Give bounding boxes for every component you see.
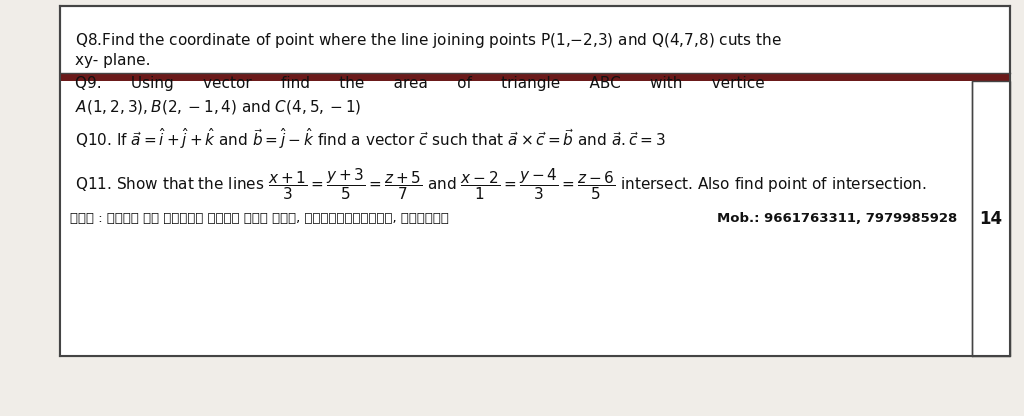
Text: Q9.      Using      vector      find      the      area      of      triangle   : Q9. Using vector find the area of triang… xyxy=(75,76,765,91)
Bar xyxy=(972,81,1010,356)
Text: 14: 14 xyxy=(979,210,1002,228)
Bar xyxy=(60,81,1010,356)
Text: xy- plane.: xy- plane. xyxy=(75,53,151,68)
Text: Mob.: 9661763311, 7979985928: Mob.: 9661763311, 7979985928 xyxy=(717,212,957,225)
Bar xyxy=(60,6,1010,356)
Text: $A(1, 2, 3), B(2, -1, 4)$ and $C(4, 5, -1)$: $A(1, 2, 3), B(2, -1, 4)$ and $C(4, 5, -… xyxy=(75,98,361,116)
Text: पता : मजार के समाने वाली गली में, भठियारीसराय, दरभंगा: पता : मजार के समाने वाली गली में, भठियार… xyxy=(70,212,449,225)
Text: Q11. Show that the lines $\dfrac{x+1}{3} = \dfrac{y+3}{5} = \dfrac{z+5}{7}$ and : Q11. Show that the lines $\dfrac{x+1}{3}… xyxy=(75,166,927,202)
Bar xyxy=(60,73,1010,81)
Text: Q10. If $\vec{a} = \hat{i} + \hat{j} + \hat{k}$ and $\vec{b} = \hat{j} - \hat{k}: Q10. If $\vec{a} = \hat{i} + \hat{j} + \… xyxy=(75,126,666,151)
Text: MATHEMATICS  TUTORIAL  CLASSES: MATHEMATICS TUTORIAL CLASSES xyxy=(317,16,707,35)
Text: Q8.Find the coordinate of point where the line joining points P(1,${-}$2,3) and : Q8.Find the coordinate of point where th… xyxy=(75,31,782,50)
